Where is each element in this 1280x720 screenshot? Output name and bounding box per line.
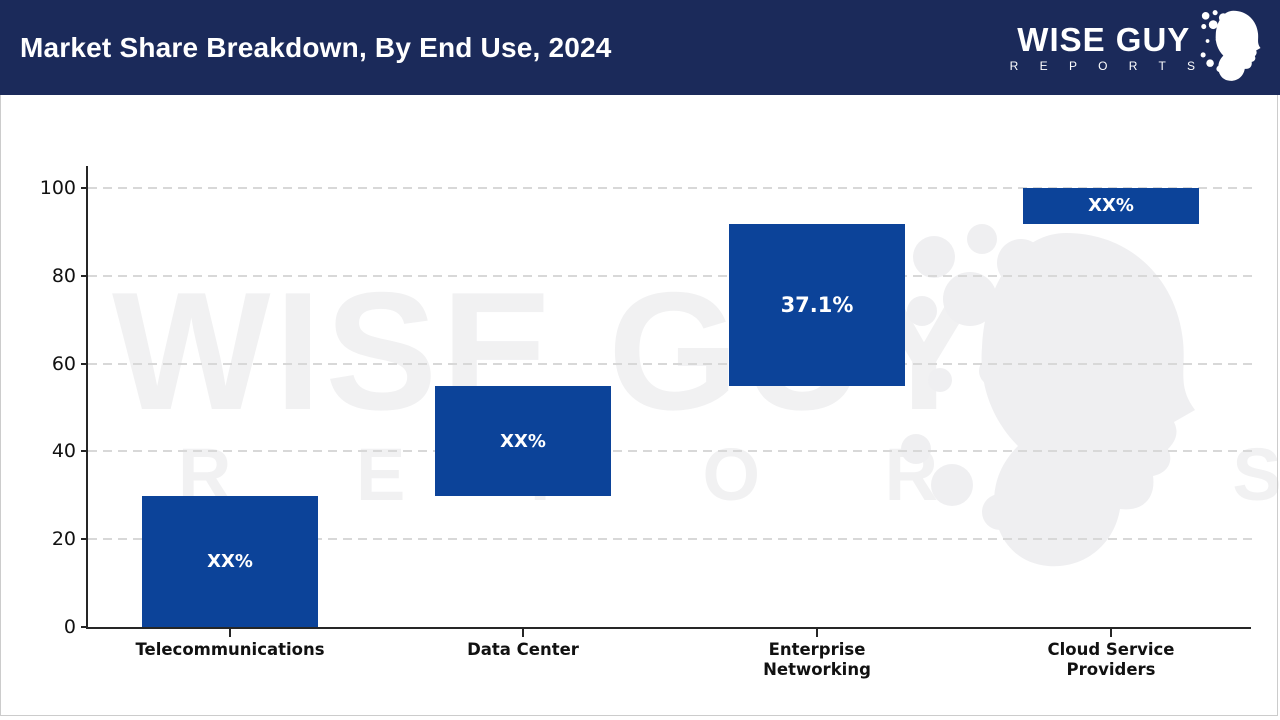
logo-subtext: R E P O R T S bbox=[1009, 59, 1204, 73]
x-category-label: Data Center bbox=[467, 640, 579, 659]
bar-value-label: XX% bbox=[207, 550, 253, 572]
header-bar: Market Share Breakdown, By End Use, 2024… bbox=[0, 0, 1280, 95]
y-tick-mark bbox=[81, 538, 88, 541]
bar-value-label: XX% bbox=[1088, 195, 1134, 217]
x-category-label: Telecommunications bbox=[135, 640, 325, 659]
gridline bbox=[88, 450, 1253, 453]
gridline bbox=[88, 187, 1253, 189]
y-tick-label: 0 bbox=[63, 616, 76, 638]
y-tick-label: 100 bbox=[39, 177, 76, 199]
x-tick-mark bbox=[229, 629, 231, 637]
y-axis-spine bbox=[86, 166, 88, 629]
y-tick-mark bbox=[81, 362, 88, 365]
x-axis-spine bbox=[86, 627, 1251, 629]
y-tick-mark bbox=[81, 626, 88, 628]
gridline bbox=[88, 362, 1253, 365]
y-tick-mark bbox=[81, 450, 88, 453]
logo-head-icon bbox=[1200, 9, 1261, 81]
logo-wordmark: WISE GUY bbox=[1017, 21, 1191, 58]
bar: XX% bbox=[142, 495, 318, 627]
y-tick-label: 80 bbox=[51, 264, 76, 287]
watermark-head-icon bbox=[901, 224, 1195, 567]
x-tick-mark bbox=[522, 629, 524, 637]
gridline bbox=[88, 538, 1253, 541]
bar-value-label: XX% bbox=[500, 430, 546, 452]
y-tick-label: 20 bbox=[51, 528, 76, 551]
x-tick-mark bbox=[1110, 629, 1112, 637]
bar: 37.1% bbox=[729, 223, 905, 387]
x-category-label: Cloud Service Providers bbox=[1047, 640, 1175, 679]
y-tick-label: 40 bbox=[51, 440, 76, 463]
y-tick-mark bbox=[81, 187, 88, 189]
chart-title: Market Share Breakdown, By End Use, 2024 bbox=[20, 31, 612, 63]
y-tick-label: 60 bbox=[51, 352, 76, 375]
x-category-label: Enterprise Networking bbox=[763, 640, 871, 679]
x-tick-mark bbox=[816, 629, 818, 637]
bar-value-label: 37.1% bbox=[780, 292, 854, 317]
bar: XX% bbox=[435, 386, 611, 496]
bar: XX% bbox=[1023, 188, 1199, 224]
y-tick-mark bbox=[81, 274, 88, 277]
wiseguy-logo: WISE GUY R E P O R T S bbox=[1004, 0, 1266, 95]
gridline bbox=[88, 274, 1253, 277]
